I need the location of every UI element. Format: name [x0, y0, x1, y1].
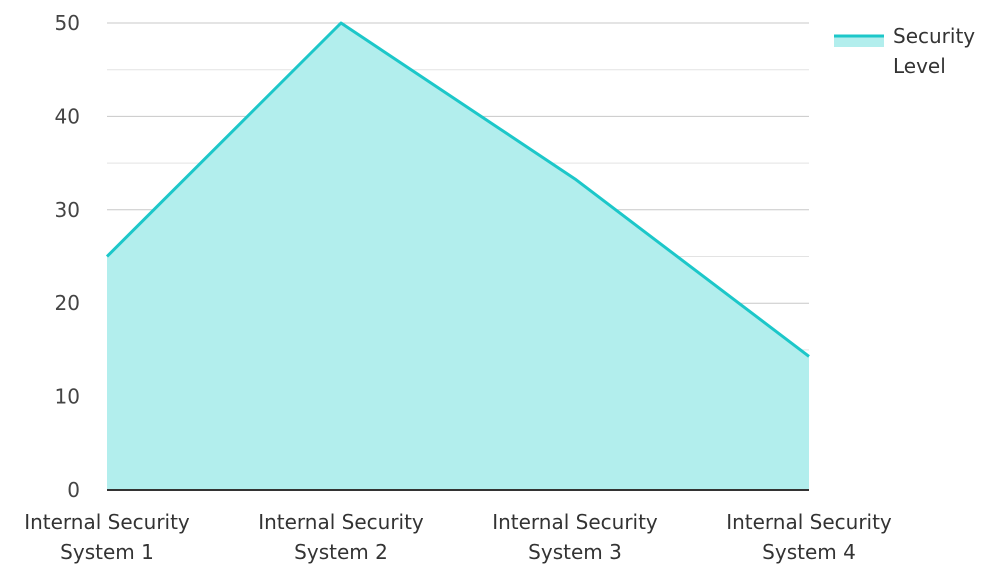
- legend-item: Security Level: [834, 24, 975, 78]
- x-tick-label: Internal Security System 3: [492, 510, 658, 564]
- x-tick-label-line: System 1: [60, 540, 154, 564]
- y-tick-label: 10: [55, 385, 80, 409]
- y-axis-tick-labels: 0 10 20 30 40 50: [55, 11, 80, 502]
- x-tick-label-line: System 3: [528, 540, 622, 564]
- series-line: [105, 21, 810, 358]
- y-tick-label: 20: [55, 291, 80, 315]
- series-area-fill: [107, 23, 809, 490]
- x-tick-label-line: Internal Security: [492, 510, 658, 534]
- y-tick-label: 0: [67, 478, 80, 502]
- y-tick-label: 30: [55, 198, 80, 222]
- y-tick-label: 40: [55, 104, 80, 128]
- legend-label: Security Level: [893, 24, 975, 78]
- x-tick-label-line: System 4: [762, 540, 856, 564]
- x-tick-label-line: Internal Security: [726, 510, 892, 534]
- legend-swatch-fill: [834, 35, 884, 47]
- x-tick-label-line: System 2: [294, 540, 388, 564]
- x-tick-label: Internal Security System 4: [726, 510, 892, 564]
- x-tick-label-line: Internal Security: [258, 510, 424, 534]
- y-tick-label: 50: [55, 11, 80, 35]
- x-tick-label: Internal Security System 1: [24, 510, 190, 564]
- series-area-layer: [105, 21, 810, 490]
- x-tick-label-line: Internal Security: [24, 510, 190, 534]
- x-tick-label: Internal Security System 2: [258, 510, 424, 564]
- legend: Security Level: [834, 24, 975, 78]
- legend-label-line: Level: [893, 54, 946, 78]
- legend-label-line: Security: [893, 24, 975, 48]
